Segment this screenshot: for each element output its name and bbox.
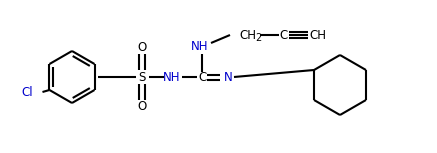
Text: N: N (224, 71, 232, 84)
Text: C: C (280, 28, 288, 41)
Text: NH: NH (191, 39, 209, 52)
Text: CH: CH (239, 28, 257, 41)
Text: 2: 2 (255, 33, 261, 43)
Text: C: C (198, 71, 206, 84)
Text: Cl: Cl (22, 86, 34, 99)
Text: O: O (137, 101, 147, 114)
Text: O: O (137, 41, 147, 54)
Text: S: S (139, 71, 146, 84)
Text: CH: CH (309, 28, 326, 41)
Text: NH: NH (163, 71, 181, 84)
